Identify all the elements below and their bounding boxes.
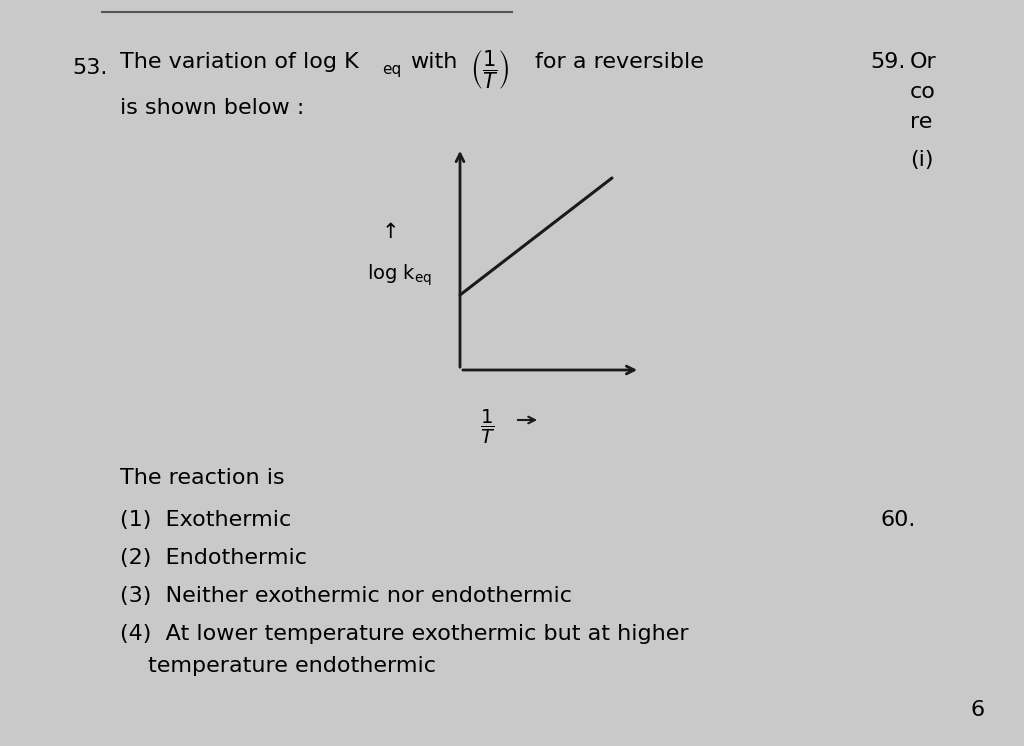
Text: 53.: 53. (72, 58, 108, 78)
Text: 59.: 59. (870, 52, 905, 72)
Text: with: with (410, 52, 458, 72)
Text: 6: 6 (970, 700, 984, 720)
Text: $\left(\dfrac{1}{T}\right)$: $\left(\dfrac{1}{T}\right)$ (470, 48, 510, 91)
Text: log k$_{\mathregular{eq}}$: log k$_{\mathregular{eq}}$ (368, 263, 432, 288)
Text: co: co (910, 82, 936, 102)
Text: (2)  Endothermic: (2) Endothermic (120, 548, 307, 568)
Text: ↑: ↑ (381, 222, 398, 242)
Text: temperature endothermic: temperature endothermic (148, 656, 436, 676)
Text: (1)  Exothermic: (1) Exothermic (120, 510, 291, 530)
Text: The variation of log K: The variation of log K (120, 52, 358, 72)
Text: (3)  Neither exothermic nor endothermic: (3) Neither exothermic nor endothermic (120, 586, 572, 606)
Text: (4)  At lower temperature exothermic but at higher: (4) At lower temperature exothermic but … (120, 624, 688, 644)
Text: for a reversible: for a reversible (535, 52, 703, 72)
Text: is shown below :: is shown below : (120, 98, 304, 118)
Text: 60.: 60. (880, 510, 915, 530)
Text: The reaction is: The reaction is (120, 468, 285, 488)
Text: eq: eq (382, 62, 401, 77)
Text: Or: Or (910, 52, 937, 72)
Text: (i): (i) (910, 150, 934, 170)
Text: $\dfrac{1}{T}$: $\dfrac{1}{T}$ (480, 408, 496, 446)
Text: re: re (910, 112, 933, 132)
